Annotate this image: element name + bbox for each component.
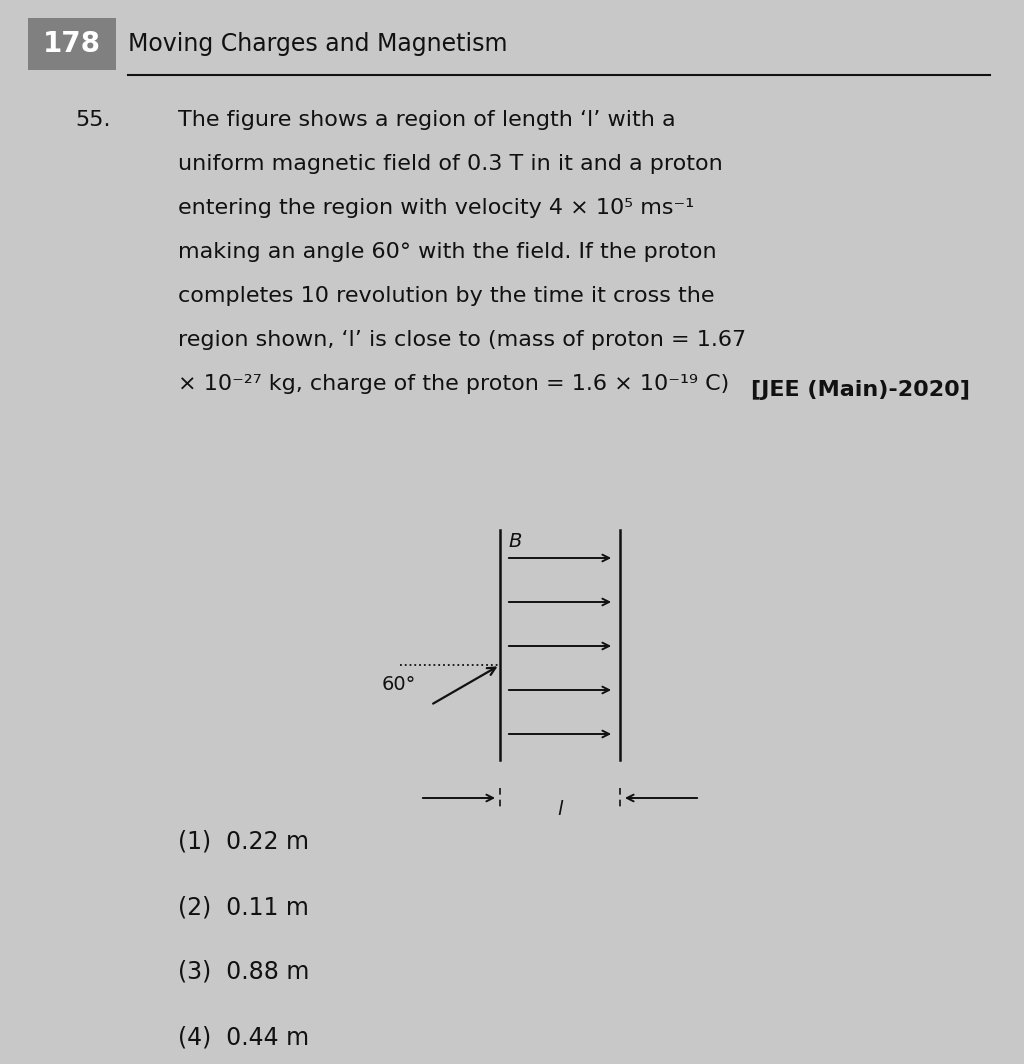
Text: [JEE (Main)-2020]: [JEE (Main)-2020]: [751, 380, 970, 400]
Text: l: l: [557, 800, 562, 819]
Text: B: B: [508, 532, 521, 551]
Text: uniform magnetic field of 0.3 T in it and a proton: uniform magnetic field of 0.3 T in it an…: [178, 154, 723, 174]
Text: (1)  0.22 m: (1) 0.22 m: [178, 830, 309, 854]
Text: × 10⁻²⁷ kg, charge of the proton = 1.6 × 10⁻¹⁹ C): × 10⁻²⁷ kg, charge of the proton = 1.6 ×…: [178, 375, 729, 394]
Text: 60°: 60°: [382, 675, 417, 694]
FancyBboxPatch shape: [28, 18, 116, 70]
Text: The figure shows a region of length ‘l’ with a: The figure shows a region of length ‘l’ …: [178, 110, 676, 130]
Text: (4)  0.44 m: (4) 0.44 m: [178, 1025, 309, 1049]
Text: 55.: 55.: [75, 110, 111, 130]
Text: (3)  0.88 m: (3) 0.88 m: [178, 960, 309, 984]
Text: completes 10 revolution by the time it cross the: completes 10 revolution by the time it c…: [178, 286, 715, 306]
Text: entering the region with velocity 4 × 10⁵ ms⁻¹: entering the region with velocity 4 × 10…: [178, 198, 694, 218]
Text: (2)  0.11 m: (2) 0.11 m: [178, 895, 309, 919]
Text: making an angle 60° with the field. If the proton: making an angle 60° with the field. If t…: [178, 242, 717, 262]
Text: 178: 178: [43, 30, 101, 59]
Text: region shown, ‘l’ is close to (mass of proton = 1.67: region shown, ‘l’ is close to (mass of p…: [178, 330, 746, 350]
Text: Moving Charges and Magnetism: Moving Charges and Magnetism: [128, 32, 508, 56]
